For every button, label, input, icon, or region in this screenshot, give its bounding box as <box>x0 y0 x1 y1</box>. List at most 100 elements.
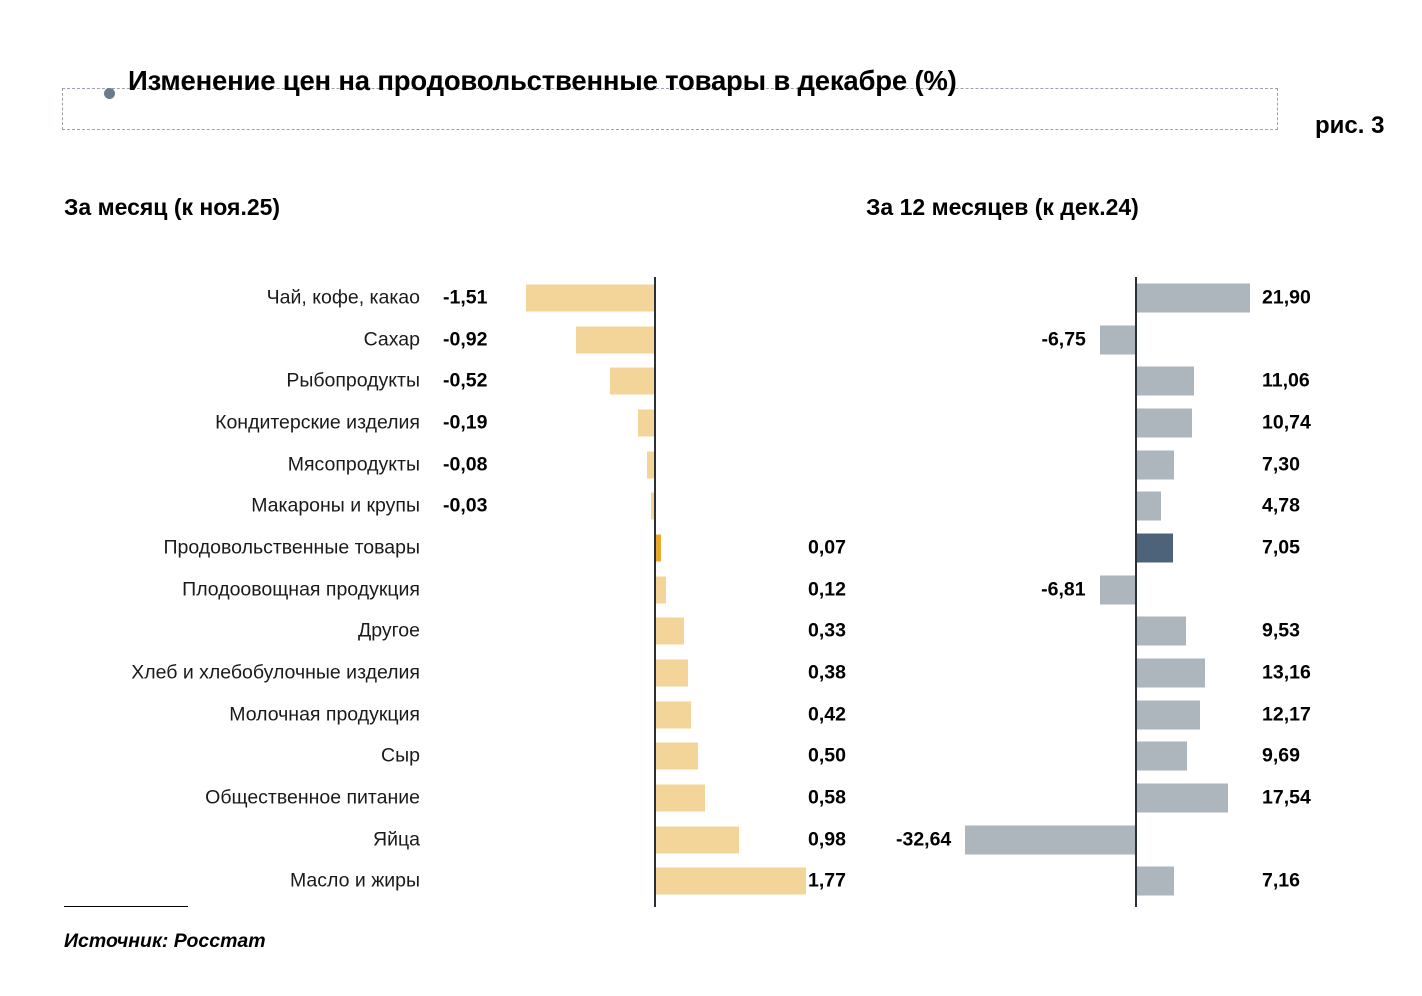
month-value-label: -0,52 <box>443 369 488 392</box>
chart-row: Мясопродукты -0,08 7,30 <box>0 444 1422 486</box>
category-label: Чай, кофе, какао <box>266 286 420 309</box>
month-value-label: 1,77 <box>808 869 846 892</box>
year-value-label: 7,05 <box>1262 536 1300 559</box>
month-bar <box>647 451 654 479</box>
year-value-label: 7,30 <box>1262 453 1300 476</box>
month-bar <box>655 659 688 687</box>
month-value-label: 0,12 <box>808 578 846 601</box>
year-value-label: 4,78 <box>1262 494 1300 517</box>
category-label: Макароны и крупы <box>251 494 420 517</box>
year-bar <box>1136 616 1187 646</box>
chart-row: Макароны и крупы -0,03 4,78 <box>0 485 1422 527</box>
zero-axis-year <box>1135 277 1138 907</box>
zero-axis-month <box>654 277 657 907</box>
year-value-label: 9,69 <box>1262 744 1300 767</box>
year-bar <box>965 825 1135 855</box>
year-bar <box>1136 700 1200 730</box>
month-bar <box>525 284 654 312</box>
chart-row: Плодоовощная продукция 0,12 -6,81 <box>0 569 1422 611</box>
year-value-label: 21,90 <box>1262 286 1311 309</box>
chart-row: Чай, кофе, какао -1,51 21,90 <box>0 277 1422 319</box>
category-label: Сыр <box>381 744 420 767</box>
month-value-label: 0,38 <box>808 661 846 684</box>
year-bar <box>1136 658 1205 688</box>
panel-heading-month: За месяц (к ноя.25) <box>64 194 281 220</box>
month-bar <box>637 409 654 437</box>
year-bar <box>1136 283 1251 313</box>
month-bar <box>655 701 692 729</box>
month-value-label: 0,58 <box>808 786 846 809</box>
chart-row: Яйца 0,98 -32,64 <box>0 819 1422 861</box>
month-bar <box>575 326 654 354</box>
year-value-label: 13,16 <box>1262 661 1311 684</box>
month-bar <box>655 826 739 854</box>
panel-heading-year: За 12 месяцев (к дек.24) <box>866 194 1139 220</box>
figure-label: рис. 3 <box>1315 112 1385 139</box>
chart-row: Хлеб и хлебобулочные изделия 0,38 13,16 <box>0 652 1422 694</box>
year-bar <box>1136 533 1174 563</box>
year-bar <box>1136 866 1174 896</box>
chart-row: Общественное питание 0,58 17,54 <box>0 777 1422 819</box>
year-value-label: 7,16 <box>1262 869 1300 892</box>
category-label: Кондитерские изделия <box>215 411 420 434</box>
category-label: Масло и жиры <box>289 869 420 892</box>
chart-row: Масло и жиры 1,77 7,16 <box>0 861 1422 903</box>
category-label: Хлеб и хлебобулочные изделия <box>131 661 420 684</box>
year-bar <box>1136 408 1193 438</box>
year-bar <box>1099 325 1135 355</box>
month-value-label: -0,08 <box>443 453 488 476</box>
page-title: Изменение цен на продовольственные товар… <box>128 65 957 96</box>
header: Изменение цен на продовольственные товар… <box>62 65 1384 146</box>
month-value-label: 0,07 <box>808 536 846 559</box>
month-bar <box>655 576 666 604</box>
year-value-label: 17,54 <box>1262 786 1311 809</box>
month-value-label: -0,92 <box>443 328 488 351</box>
month-bar <box>651 492 654 520</box>
chart-row: Кондитерские изделия -0,19 10,74 <box>0 402 1422 444</box>
year-bar <box>1136 741 1187 771</box>
year-bar <box>1099 575 1135 605</box>
year-value-label: -6,81 <box>1041 578 1086 601</box>
month-bar <box>655 617 684 645</box>
footer-divider <box>64 906 188 907</box>
dot-icon <box>104 88 115 99</box>
year-value-label: 9,53 <box>1262 619 1300 642</box>
month-value-label: -0,19 <box>443 411 488 434</box>
header-dashed-frame <box>62 88 1278 130</box>
month-bar <box>655 867 806 895</box>
month-value-label: 0,50 <box>808 744 846 767</box>
year-value-label: -32,64 <box>895 828 952 851</box>
category-label: Мясопродукты <box>287 453 420 476</box>
month-bar <box>655 742 698 770</box>
category-label: Яйца <box>373 828 420 851</box>
chart-row: Сахар -0,92 -6,75 <box>0 319 1422 361</box>
year-value-label: 11,06 <box>1262 369 1310 392</box>
chart-row: Продовольственные товары 0,07 7,05 <box>0 527 1422 569</box>
chart-row: Рыбопродукты -0,52 11,06 <box>0 360 1422 402</box>
chart-row: Другое 0,33 9,53 <box>0 611 1422 653</box>
month-bar <box>609 367 654 395</box>
category-label: Молочная продукция <box>229 703 420 726</box>
year-bar <box>1136 366 1194 396</box>
category-label: Продовольственные товары <box>163 536 420 559</box>
category-label: Другое <box>358 619 420 642</box>
category-label: Сахар <box>363 328 420 351</box>
year-value-label: 10,74 <box>1262 411 1311 434</box>
year-value-label: -6,75 <box>1041 328 1086 351</box>
year-bar <box>1136 491 1162 521</box>
year-bar <box>1136 783 1228 813</box>
chart-rows: Чай, кофе, какао -1,51 21,90 Сахар -0,92 -6,7… <box>0 277 1422 902</box>
source-note: Источник: Росстат <box>64 930 266 952</box>
month-value-label: -1,51 <box>443 286 488 309</box>
chart-row: Сыр 0,50 9,69 <box>0 736 1422 778</box>
category-label: Плодоовощная продукция <box>182 578 420 601</box>
year-bar <box>1136 450 1175 480</box>
chart-row: Молочная продукция 0,42 12,17 <box>0 694 1422 736</box>
year-value-label: 12,17 <box>1262 703 1311 726</box>
month-bar <box>655 534 662 562</box>
month-value-label: 0,33 <box>808 619 846 642</box>
month-value-label: -0,03 <box>443 494 488 517</box>
month-value-label: 0,98 <box>808 828 846 851</box>
month-value-label: 0,42 <box>808 703 846 726</box>
